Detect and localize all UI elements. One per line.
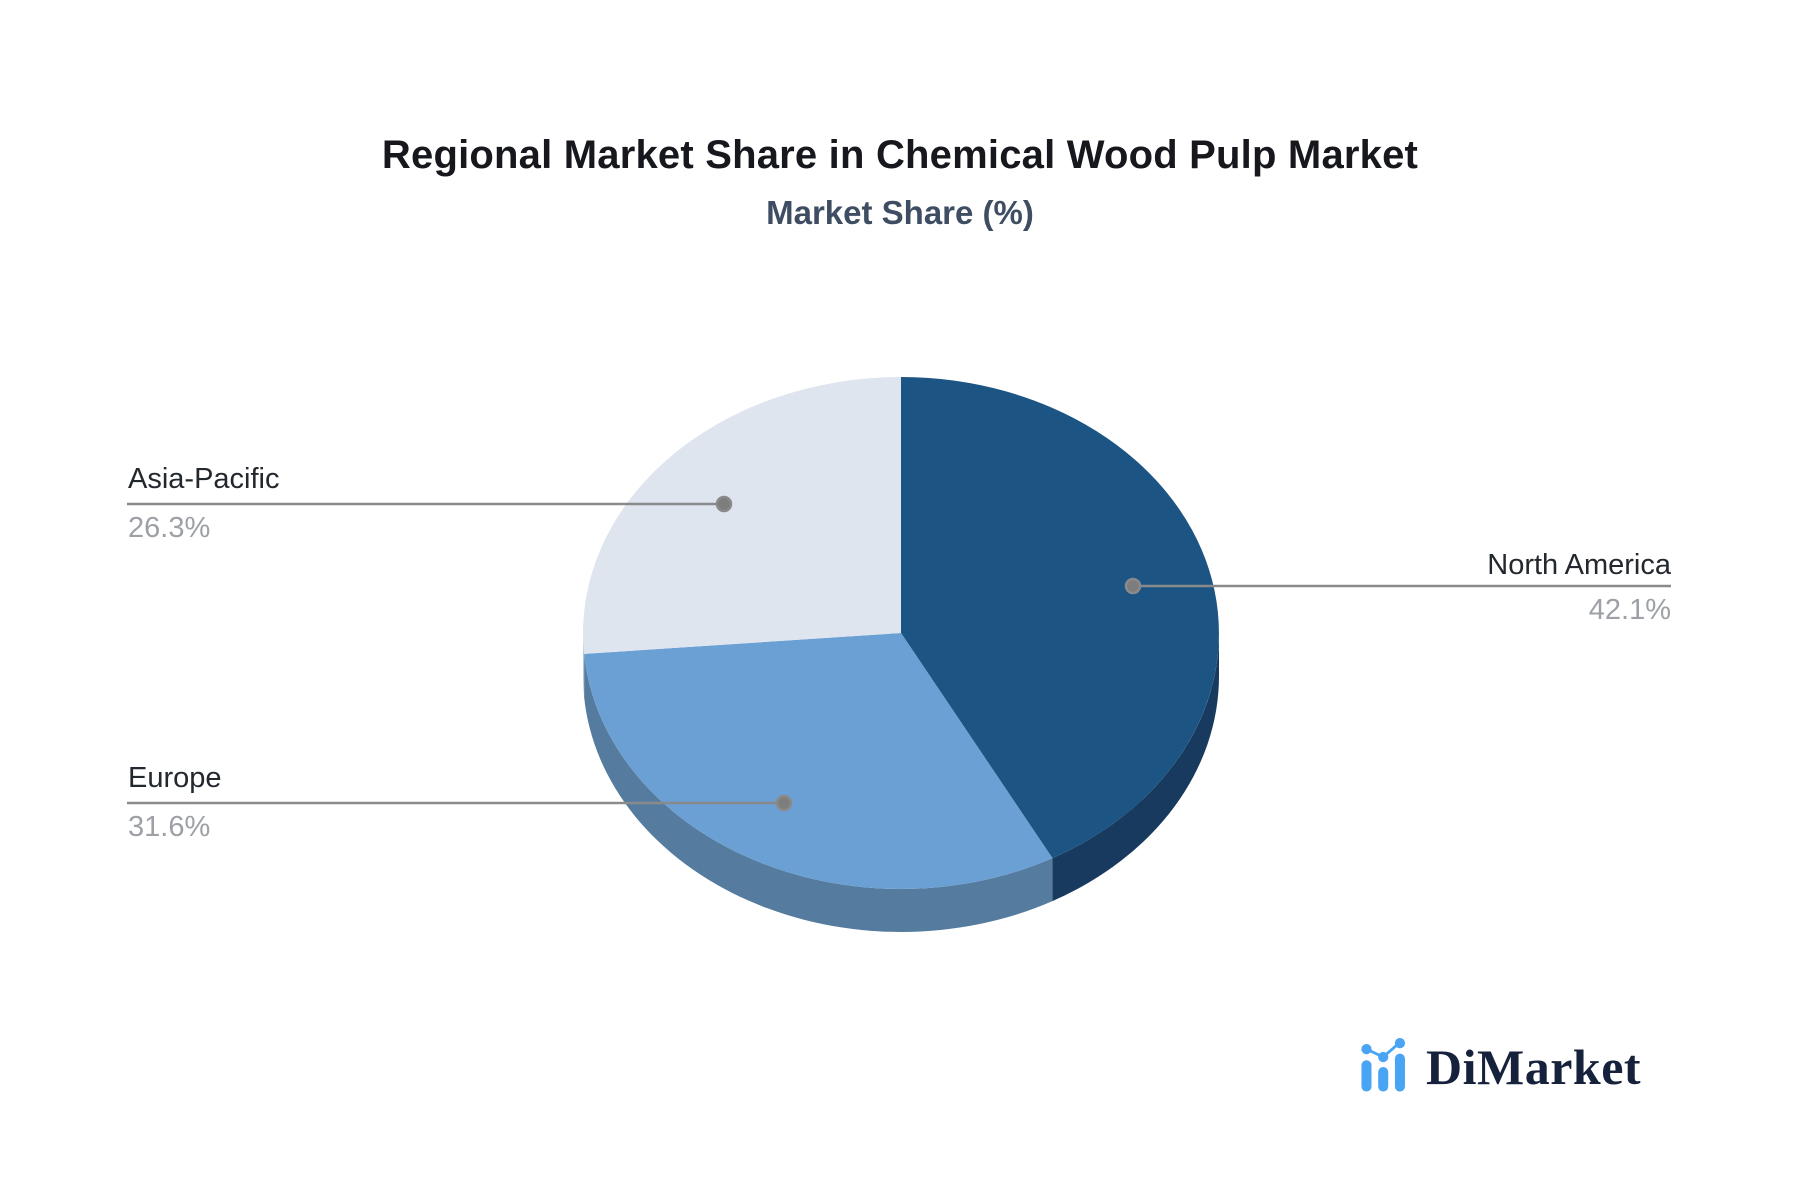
- pie-side-europe: [584, 653, 1053, 932]
- pie-slice-europe: [584, 633, 1053, 889]
- dimarket-logo: DiMarket: [1360, 1038, 1641, 1096]
- leader-lines: [127, 495, 1671, 812]
- leader-dot-north-america: [1124, 577, 1142, 595]
- percent-asia-pacific: 26.3%: [128, 512, 211, 544]
- label-asia-pacific: Asia-Pacific: [128, 463, 280, 495]
- pie-slice-asia-pacific: [583, 377, 901, 654]
- chart-subtitle: Market Share (%): [766, 194, 1034, 231]
- leader-dot-europe: [775, 794, 793, 812]
- label-europe: Europe: [128, 762, 222, 794]
- page-title: Regional Market Share in Chemical Wood P…: [381, 133, 1419, 177]
- pie-side-north-america: [1052, 633, 1219, 902]
- percent-europe: 31.6%: [128, 811, 211, 843]
- label-north-america: North America: [1487, 549, 1671, 581]
- bar-chart-logo-icon: [1361, 1038, 1406, 1092]
- dimarket-logo-text: DiMarket: [1426, 1039, 1642, 1095]
- pie-side-asia-pacific: [583, 633, 585, 697]
- leader-dot-asia-pacific: [715, 495, 733, 513]
- pie-3d-sides: [583, 633, 1219, 932]
- pie-slices: [583, 377, 1219, 889]
- percent-north-america: 42.1%: [1588, 594, 1671, 626]
- pie-slice-north-america: [901, 377, 1219, 859]
